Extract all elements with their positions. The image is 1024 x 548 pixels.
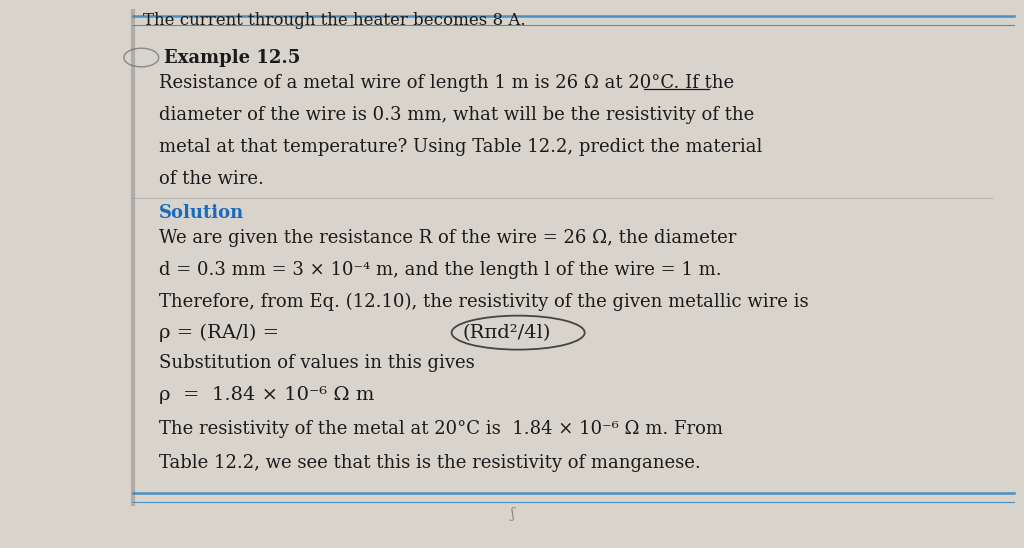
Text: of the wire.: of the wire. bbox=[159, 170, 263, 187]
Text: The resistivity of the metal at 20°C is  1.84 × 10⁻⁶ Ω m. From: The resistivity of the metal at 20°C is … bbox=[159, 420, 723, 437]
Text: Table 12.2, we see that this is the resistivity of manganese.: Table 12.2, we see that this is the resi… bbox=[159, 454, 700, 472]
Text: diameter of the wire is 0.3 mm, what will be the resistivity of the: diameter of the wire is 0.3 mm, what wil… bbox=[159, 106, 754, 124]
Text: (Rπd²/4l): (Rπd²/4l) bbox=[463, 324, 551, 341]
Text: Resistance of a metal wire of length 1 m is 26 Ω at 20°C. If the: Resistance of a metal wire of length 1 m… bbox=[159, 75, 734, 92]
Text: ρ = (RA/l) =: ρ = (RA/l) = bbox=[159, 323, 285, 342]
Text: The current through the heater becomes 8 A.: The current through the heater becomes 8… bbox=[143, 12, 526, 29]
Text: ʃ: ʃ bbox=[510, 507, 514, 521]
Text: Example 12.5: Example 12.5 bbox=[164, 49, 300, 66]
Text: d = 0.3 mm = 3 × 10⁻⁴ m, and the length l of the wire = 1 m.: d = 0.3 mm = 3 × 10⁻⁴ m, and the length … bbox=[159, 261, 721, 279]
Text: ρ  =  1.84 × 10⁻⁶ Ω m: ρ = 1.84 × 10⁻⁶ Ω m bbox=[159, 386, 374, 403]
Text: Solution: Solution bbox=[159, 204, 244, 221]
Text: Therefore, from Eq. (12.10), the resistivity of the given metallic wire is: Therefore, from Eq. (12.10), the resisti… bbox=[159, 293, 808, 311]
Text: We are given the resistance R of the wire = 26 Ω, the diameter: We are given the resistance R of the wir… bbox=[159, 230, 736, 247]
Text: metal at that temperature? Using Table 12.2, predict the material: metal at that temperature? Using Table 1… bbox=[159, 138, 762, 156]
Text: Substitution of values in this gives: Substitution of values in this gives bbox=[159, 354, 474, 372]
